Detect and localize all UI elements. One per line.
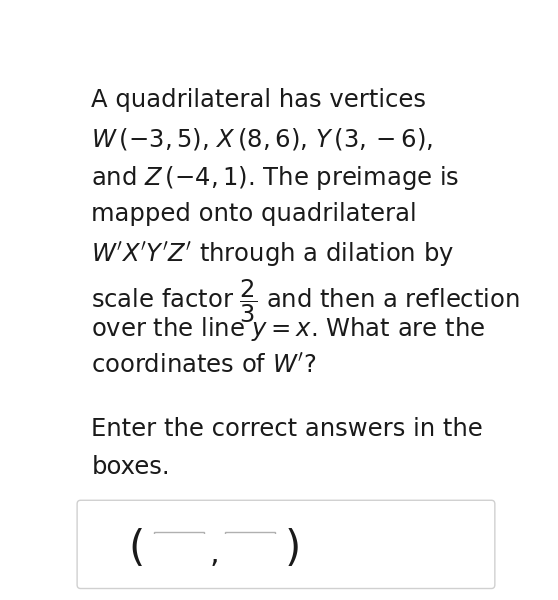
Text: over the line $y = x$. What are the: over the line $y = x$. What are the	[92, 316, 485, 343]
Text: coordinates of $W'$?: coordinates of $W'$?	[92, 353, 317, 377]
Text: (: (	[129, 528, 145, 570]
Text: ,: ,	[210, 539, 219, 568]
Text: boxes.: boxes.	[92, 455, 170, 479]
Text: $W\,(-3,5)$, $X\,(8,6)$, $Y\,(3,-6)$,: $W\,(-3,5)$, $X\,(8,6)$, $Y\,(3,-6)$,	[92, 126, 434, 152]
Text: and $Z\,(-4,1)$. The preimage is: and $Z\,(-4,1)$. The preimage is	[92, 164, 460, 192]
FancyBboxPatch shape	[154, 532, 204, 566]
FancyBboxPatch shape	[225, 532, 275, 566]
Text: A quadrilateral has vertices: A quadrilateral has vertices	[92, 88, 426, 112]
Text: $W'X'Y'Z'$ through a dilation by: $W'X'Y'Z'$ through a dilation by	[92, 240, 454, 269]
Text: ): )	[285, 528, 301, 570]
Text: mapped onto quadrilateral: mapped onto quadrilateral	[92, 202, 417, 226]
Text: scale factor $\dfrac{2}{3}$ and then a reflection: scale factor $\dfrac{2}{3}$ and then a r…	[92, 278, 520, 325]
Text: Enter the correct answers in the: Enter the correct answers in the	[92, 416, 483, 440]
FancyBboxPatch shape	[77, 500, 495, 589]
